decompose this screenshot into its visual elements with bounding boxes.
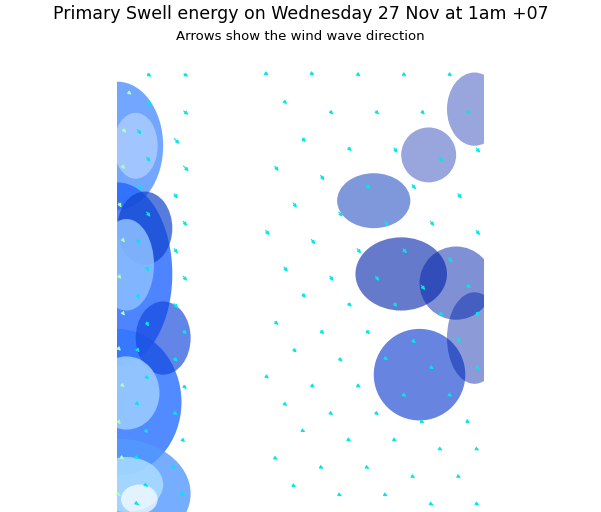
Ellipse shape xyxy=(114,113,157,179)
Ellipse shape xyxy=(447,292,502,384)
Text: Primary Swell energy on Wednesday 27 Nov at 1am +07: Primary Swell energy on Wednesday 27 Nov… xyxy=(53,5,548,23)
Ellipse shape xyxy=(419,246,493,319)
Ellipse shape xyxy=(94,356,159,430)
Ellipse shape xyxy=(117,191,172,265)
Ellipse shape xyxy=(136,302,191,375)
Ellipse shape xyxy=(337,173,410,228)
Ellipse shape xyxy=(99,219,154,311)
Ellipse shape xyxy=(401,127,456,182)
Ellipse shape xyxy=(447,73,502,146)
Ellipse shape xyxy=(72,82,163,210)
Ellipse shape xyxy=(121,484,157,512)
Ellipse shape xyxy=(44,439,191,512)
Ellipse shape xyxy=(355,238,447,311)
Ellipse shape xyxy=(63,182,172,366)
Ellipse shape xyxy=(90,457,163,512)
Text: Arrows show the wind wave direction: Arrows show the wind wave direction xyxy=(176,30,425,42)
Ellipse shape xyxy=(374,329,465,420)
Ellipse shape xyxy=(53,329,182,475)
